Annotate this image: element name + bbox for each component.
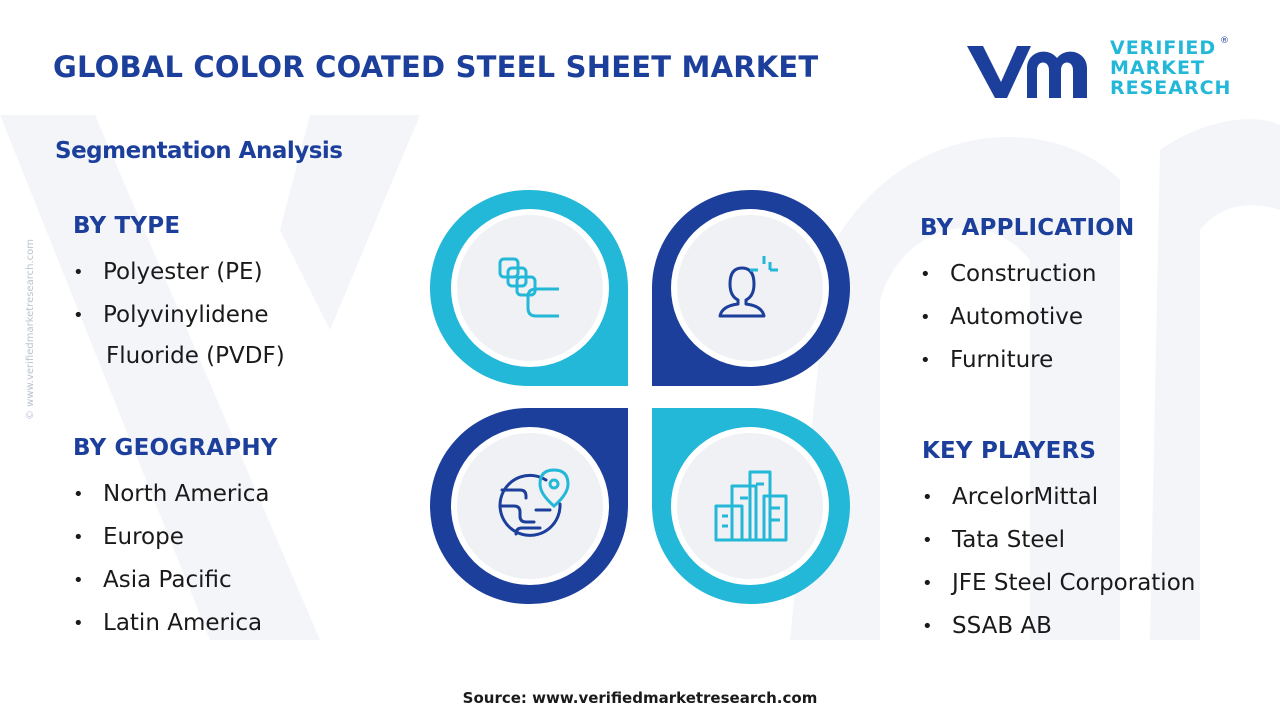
city-buildings-icon — [714, 470, 788, 542]
quadrant-key-players — [652, 408, 850, 605]
list-item: Polyester (PE) — [73, 251, 285, 294]
quadrant-application — [652, 189, 850, 386]
list-item: Furniture — [920, 339, 1134, 382]
page-subtitle: Segmentation Analysis — [55, 138, 343, 164]
list-item: JFE Steel Corporation — [922, 562, 1195, 605]
list-item: SSAB AB — [922, 605, 1195, 648]
globe-location-icon — [498, 468, 570, 537]
segment-by-type: BY TYPE Polyester (PE) Polyvinylidene Fl… — [73, 213, 285, 378]
registered-mark: ® — [1220, 36, 1229, 46]
logo-line-1: VERIFIED — [1110, 37, 1217, 59]
list-item: North America — [73, 473, 278, 516]
quadrant-type — [430, 189, 628, 386]
user-analysis-icon — [718, 256, 778, 318]
segment-title: BY GEOGRAPHY — [73, 435, 278, 461]
list-item: ArcelorMittal — [922, 476, 1195, 519]
list-item: Europe — [73, 516, 278, 559]
list-item: Tata Steel — [922, 519, 1195, 562]
segment-title: BY TYPE — [73, 213, 181, 239]
list-item: Latin America — [73, 602, 278, 645]
stacked-sheets-icon — [498, 257, 559, 318]
logo-line-3: RESEARCH — [1110, 77, 1232, 99]
logo-vm-icon — [967, 46, 1087, 98]
list-item: Asia Pacific — [73, 559, 278, 602]
segment-title: BY APPLICATION — [920, 215, 1135, 241]
page-title: GLOBAL COLOR COATED STEEL SHEET MARKET — [53, 50, 819, 84]
segment-key-players: KEY PLAYERS ArcelorMittal Tata Steel JFE… — [922, 438, 1195, 648]
company-logo: VERIFIED MARKET RESEARCH ® — [965, 36, 1232, 100]
quadrant-geography — [430, 408, 628, 605]
side-watermark-text: © www.verifiedmarketresearch.com — [25, 238, 36, 420]
segment-by-geography: BY GEOGRAPHY North America Europe Asia P… — [73, 435, 278, 645]
list-item: Construction — [920, 253, 1134, 296]
segment-by-application: BY APPLICATION Construction Automotive F… — [920, 215, 1134, 382]
source-caption: Source: www.verifiedmarketresearch.com — [462, 689, 818, 707]
segment-title: KEY PLAYERS — [922, 438, 1097, 464]
logo-line-2: MARKET — [1110, 57, 1205, 79]
list-item: Polyvinylidene — [73, 294, 285, 337]
list-item-continuation: Fluoride (PVDF) — [106, 343, 285, 369]
list-item: Automotive — [920, 296, 1134, 339]
